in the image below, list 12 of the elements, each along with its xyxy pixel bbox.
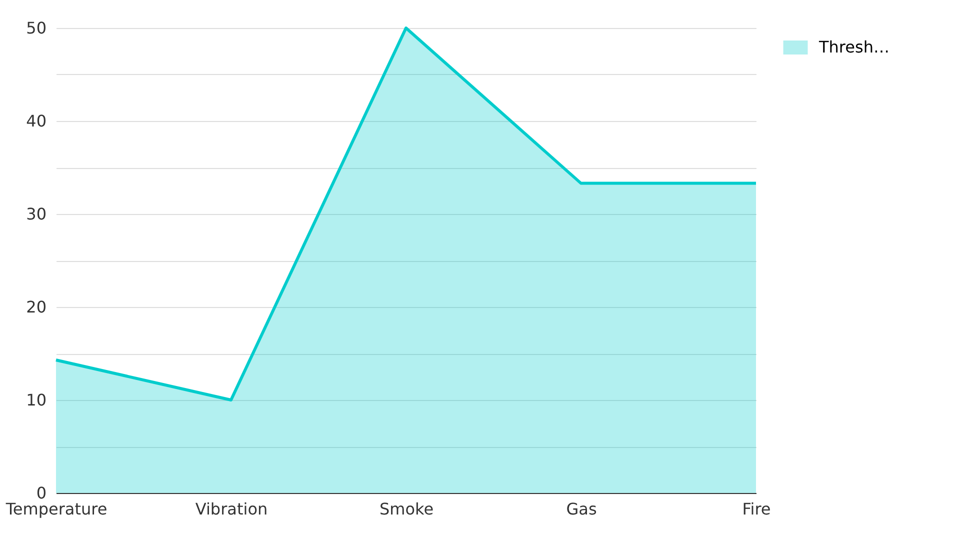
y-tick-label: 10 [26,390,46,410]
y-tick-label: 0 [36,484,46,502]
x-tick-label: Fire [742,500,771,518]
y-tick-label: 20 [26,298,46,316]
y-tick-label: 50 [26,18,46,38]
x-tick-label: Vibration [195,500,268,518]
x-tick-label: Temperature [4,500,108,518]
y-tick-label: 40 [26,112,46,130]
x-tick-label: Smoke [379,500,434,518]
legend-label: Thresh… [818,38,890,56]
x-tick-label: Gas [566,500,597,518]
y-tick-label: 30 [26,204,46,224]
